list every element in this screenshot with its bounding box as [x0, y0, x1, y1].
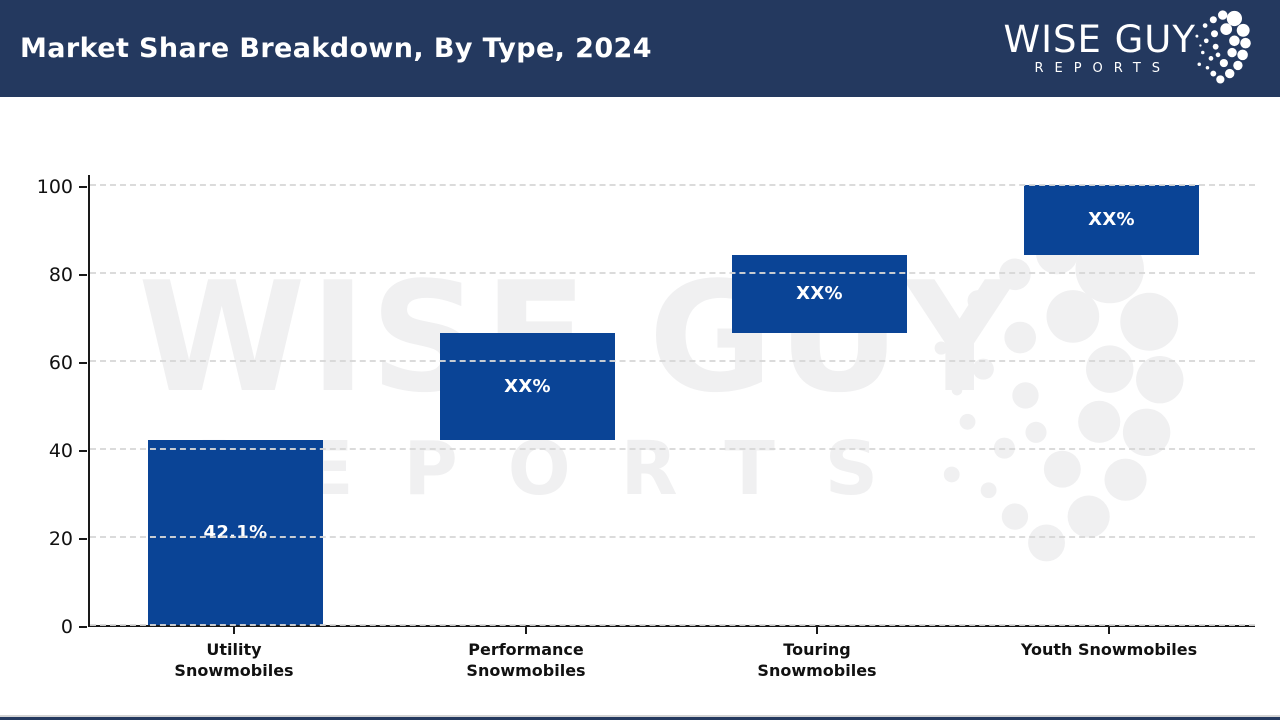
- y-tick-mark-0: [79, 626, 87, 628]
- wise-guy-reports-logo: WISE GUY REPORTS: [1004, 8, 1254, 90]
- bar-value-label: 42.1%: [203, 521, 268, 543]
- bar-value-label: XX%: [796, 283, 843, 305]
- logo-text: WISE GUY REPORTS: [1004, 21, 1196, 76]
- gridline-y60: [90, 360, 1255, 362]
- x-category-label-youth-snowmobiles: Youth Snowmobiles: [1020, 640, 1198, 659]
- bar-value-label: XX%: [504, 375, 551, 397]
- y-tick-mark-20: [79, 538, 87, 540]
- y-tick-label-0: 0: [60, 616, 73, 638]
- x-category-label-performance-snowmobiles: Performance Snowmobiles: [466, 640, 586, 680]
- x-category-label-touring-snowmobiles: Touring Snowmobiles: [757, 640, 877, 680]
- bar-touring-snowmobiles: XX%: [732, 254, 907, 333]
- bar-performance-snowmobiles: XX%: [440, 332, 615, 440]
- logo-wordmark: WISE GUY: [1003, 18, 1196, 61]
- page-title: Market Share Breakdown, By Type, 2024: [20, 33, 652, 64]
- y-tick-label-60: 60: [48, 352, 73, 374]
- bar-value-label: XX%: [1088, 209, 1135, 231]
- logo-subtitle: REPORTS: [1034, 61, 1172, 76]
- header-bar: Market Share Breakdown, By Type, 2024 WI…: [0, 0, 1280, 97]
- x-category-label-utility-snowmobiles: Utility Snowmobiles: [174, 640, 294, 680]
- x-tick-mark-3: [816, 627, 818, 634]
- x-tick-mark-1: [233, 627, 235, 634]
- bar-utility-snowmobiles: 42.1%: [148, 439, 323, 625]
- y-tick-label-100: 100: [36, 176, 73, 198]
- y-tick-mark-60: [79, 362, 87, 364]
- y-tick-label-20: 20: [48, 528, 73, 550]
- footer-bar: [0, 715, 1280, 720]
- y-tick-label-80: 80: [48, 264, 73, 286]
- chart-plot-area: 42.1% XX% XX% XX%: [88, 175, 1255, 627]
- x-tick-mark-4: [1108, 627, 1110, 634]
- y-tick-mark-80: [79, 274, 87, 276]
- y-tick-mark-40: [79, 450, 87, 452]
- bar-youth-snowmobiles: XX%: [1024, 185, 1199, 255]
- y-tick-mark-100: [79, 186, 87, 188]
- y-tick-label-40: 40: [48, 440, 73, 462]
- gridline-y80: [90, 272, 1255, 274]
- x-tick-mark-2: [525, 627, 527, 634]
